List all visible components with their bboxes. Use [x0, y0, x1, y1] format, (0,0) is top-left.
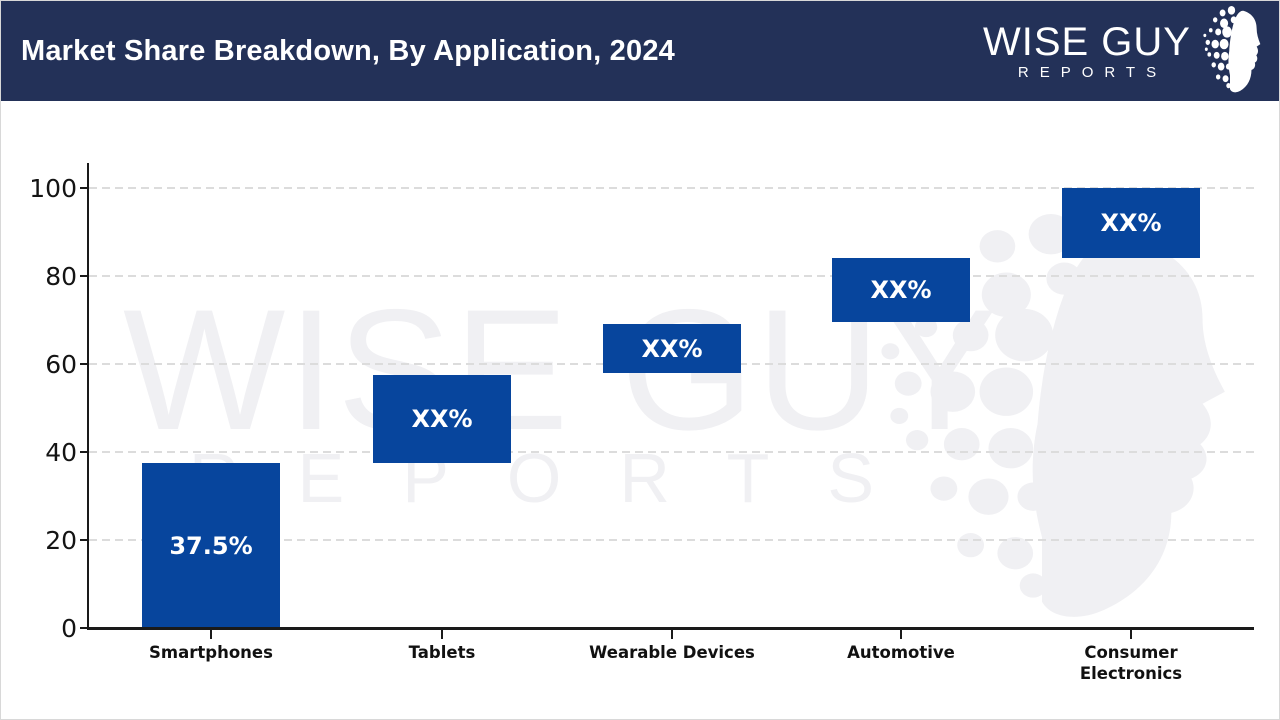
bar-automotive: XX% — [832, 258, 970, 323]
y-gridline — [89, 187, 1254, 189]
header-bar: Market Share Breakdown, By Application, … — [1, 1, 1279, 101]
logo-text: WISE GUY REPORTS — [983, 22, 1191, 81]
y-tick-label: 40 — [45, 438, 77, 467]
bar-tablets: XX% — [373, 375, 511, 463]
y-axis — [87, 163, 89, 630]
x-tick-mark — [900, 630, 902, 639]
y-tick-label: 100 — [29, 174, 77, 203]
wise-guy-logo: WISE GUY REPORTS — [983, 6, 1267, 96]
y-tick-mark — [80, 627, 89, 629]
x-tick-mark — [441, 630, 443, 639]
bar-value-label: XX% — [411, 405, 473, 433]
page-title: Market Share Breakdown, By Application, … — [21, 34, 675, 67]
y-tick-label: 60 — [45, 350, 77, 379]
y-tick-mark — [80, 275, 89, 277]
x-category-label: Smartphones — [149, 643, 273, 662]
x-category-label: Consumer Electronics — [1079, 643, 1183, 684]
x-category-label: Automotive — [847, 643, 955, 662]
y-gridline — [89, 539, 1254, 541]
y-tick-mark — [80, 451, 89, 453]
y-tick-mark — [80, 187, 89, 189]
x-tick-mark — [1130, 630, 1132, 639]
logo-reports-text: REPORTS — [1017, 63, 1168, 81]
y-tick-mark — [80, 363, 89, 365]
y-gridline — [89, 275, 1254, 277]
bar-value-label: XX% — [870, 276, 932, 305]
y-tick-label: 0 — [61, 614, 77, 643]
bar-wearable-devices: XX% — [603, 324, 741, 373]
bar-consumer-electronics: XX% — [1062, 188, 1200, 259]
x-tick-mark — [671, 630, 673, 639]
bar-value-label: XX% — [641, 334, 703, 363]
logo-wiseguy-text: WISE GUY — [982, 19, 1191, 64]
y-tick-mark — [80, 539, 89, 541]
x-tick-mark — [210, 630, 212, 639]
bar-smartphones: 37.5% — [142, 463, 280, 628]
x-category-label: Wearable Devices — [589, 643, 755, 662]
y-tick-label: 20 — [45, 526, 77, 555]
bar-value-label: XX% — [1100, 209, 1162, 238]
y-tick-label: 80 — [45, 262, 77, 291]
x-axis — [87, 627, 1254, 630]
bar-value-label: 37.5% — [169, 531, 253, 560]
x-category-label: Tablets — [408, 643, 476, 662]
y-gridline — [89, 451, 1254, 453]
